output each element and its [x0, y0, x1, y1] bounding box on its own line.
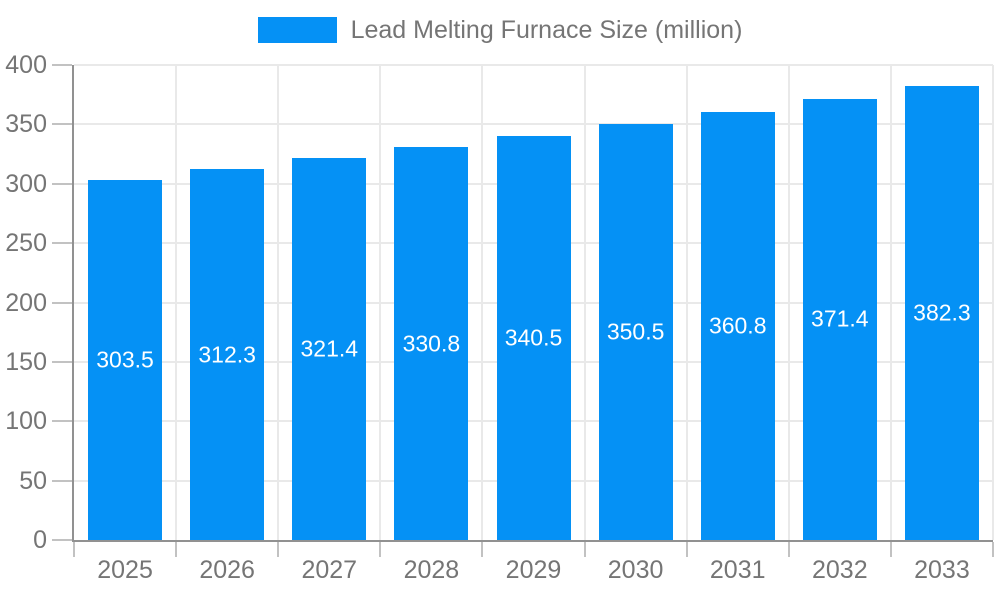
x-gridline — [787, 65, 790, 540]
bar: 382.3 — [904, 86, 979, 540]
bar: 371.4 — [802, 98, 877, 540]
x-gridline — [277, 65, 280, 540]
x-axis-label: 2030 — [607, 556, 664, 584]
y-axis-label: 150 — [5, 347, 47, 376]
x-axis-label: 2031 — [709, 556, 766, 584]
bar: 312.3 — [190, 169, 265, 540]
bar-value-label: 350.5 — [606, 318, 665, 345]
y-axis-tick — [52, 123, 72, 126]
legend[interactable]: Lead Melting Furnace Size (million) — [0, 15, 1000, 45]
y-axis-label: 350 — [5, 110, 47, 139]
bar-value-label: 321.4 — [300, 335, 359, 362]
bar-value-label: 330.8 — [402, 330, 461, 357]
x-axis-label: 2032 — [812, 556, 868, 584]
x-gridline — [583, 65, 586, 540]
x-axis-label: 2027 — [301, 556, 358, 584]
x-gridline — [685, 65, 688, 540]
x-gridline — [889, 65, 892, 540]
x-axis-tick — [277, 542, 280, 557]
x-axis-label: 2026 — [199, 556, 255, 584]
bar: 303.5 — [88, 179, 163, 540]
y-axis-tick — [52, 360, 72, 363]
y-axis-tick — [52, 64, 72, 66]
bar: 360.8 — [700, 111, 775, 540]
x-axis-label: 2029 — [505, 556, 562, 584]
legend-swatch — [257, 17, 337, 43]
bar: 321.4 — [292, 158, 367, 540]
x-axis-tick — [685, 542, 688, 557]
y-axis-label: 0 — [33, 526, 47, 554]
bar-value-label: 340.5 — [504, 324, 563, 351]
y-axis-label: 300 — [5, 169, 47, 198]
y-axis-label: 50 — [19, 466, 47, 495]
y-axis-tick — [52, 479, 72, 482]
y-axis-label: 200 — [5, 288, 47, 317]
y-axis-label: 100 — [5, 407, 47, 436]
y-axis-label: 400 — [5, 51, 47, 79]
y-axis-tick — [52, 182, 72, 185]
x-axis-tick — [481, 542, 484, 557]
x-axis-tick — [889, 542, 892, 557]
y-gridline — [74, 64, 993, 66]
y-gridline — [74, 123, 993, 126]
x-axis-label: 2025 — [97, 556, 153, 584]
bar-value-label: 382.3 — [913, 299, 971, 326]
x-axis-tick — [175, 542, 178, 557]
x-axis-label: 2033 — [914, 556, 970, 584]
bar: 330.8 — [394, 147, 469, 540]
y-axis-tick — [52, 242, 72, 245]
bar: 340.5 — [496, 135, 571, 540]
y-axis-line — [72, 65, 74, 542]
x-axis-tick — [583, 542, 586, 557]
x-axis-tick — [73, 542, 75, 557]
y-axis-tick — [52, 420, 72, 423]
x-gridline — [992, 65, 994, 540]
bar-value-label: 371.4 — [811, 305, 869, 332]
bar-value-label: 360.8 — [708, 312, 767, 339]
y-axis-tick — [52, 301, 72, 304]
x-gridline — [175, 65, 178, 540]
y-axis-tick — [52, 539, 72, 541]
bar: 350.5 — [598, 123, 673, 540]
x-gridline — [481, 65, 484, 540]
x-axis-line — [72, 540, 993, 542]
bar-value-label: 312.3 — [198, 341, 256, 368]
legend-label: Lead Melting Furnace Size (million) — [350, 16, 743, 44]
x-axis-tick — [992, 542, 994, 557]
bar-value-label: 303.5 — [96, 346, 154, 373]
x-gridline — [379, 65, 382, 540]
x-axis-tick — [379, 542, 382, 557]
x-axis-tick — [787, 542, 790, 557]
y-axis-label: 250 — [5, 229, 47, 258]
x-axis-label: 2028 — [403, 556, 460, 584]
